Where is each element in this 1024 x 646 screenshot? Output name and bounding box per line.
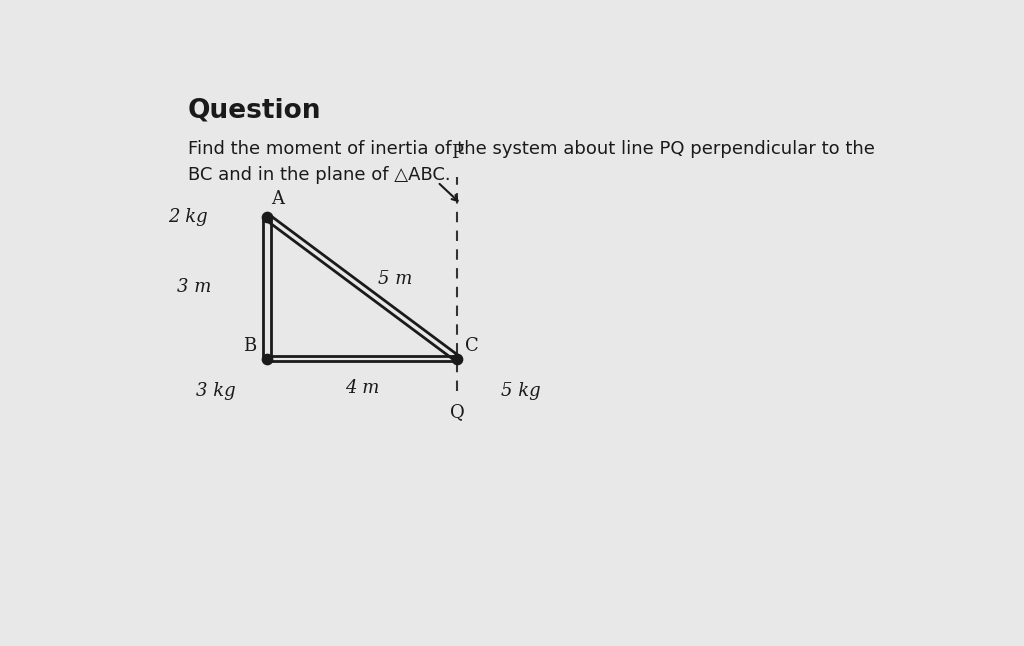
Text: 5 m: 5 m <box>378 270 413 288</box>
Point <box>259 212 275 222</box>
Text: 4 m: 4 m <box>345 379 379 397</box>
Text: 3 m: 3 m <box>177 278 211 297</box>
Text: C: C <box>465 337 478 355</box>
Text: 2 kg: 2 kg <box>168 208 207 226</box>
Text: B: B <box>243 337 256 355</box>
Point <box>450 353 466 364</box>
Text: P: P <box>452 144 463 162</box>
Text: 5 kg: 5 kg <box>501 382 541 400</box>
Text: A: A <box>270 191 284 209</box>
Text: Q: Q <box>450 403 465 421</box>
Text: Find the moment of inertia of the system about line PQ perpendicular to the
BC a: Find the moment of inertia of the system… <box>187 140 874 184</box>
Text: Question: Question <box>187 98 321 123</box>
Text: 3 kg: 3 kg <box>196 382 236 400</box>
Point <box>259 353 275 364</box>
